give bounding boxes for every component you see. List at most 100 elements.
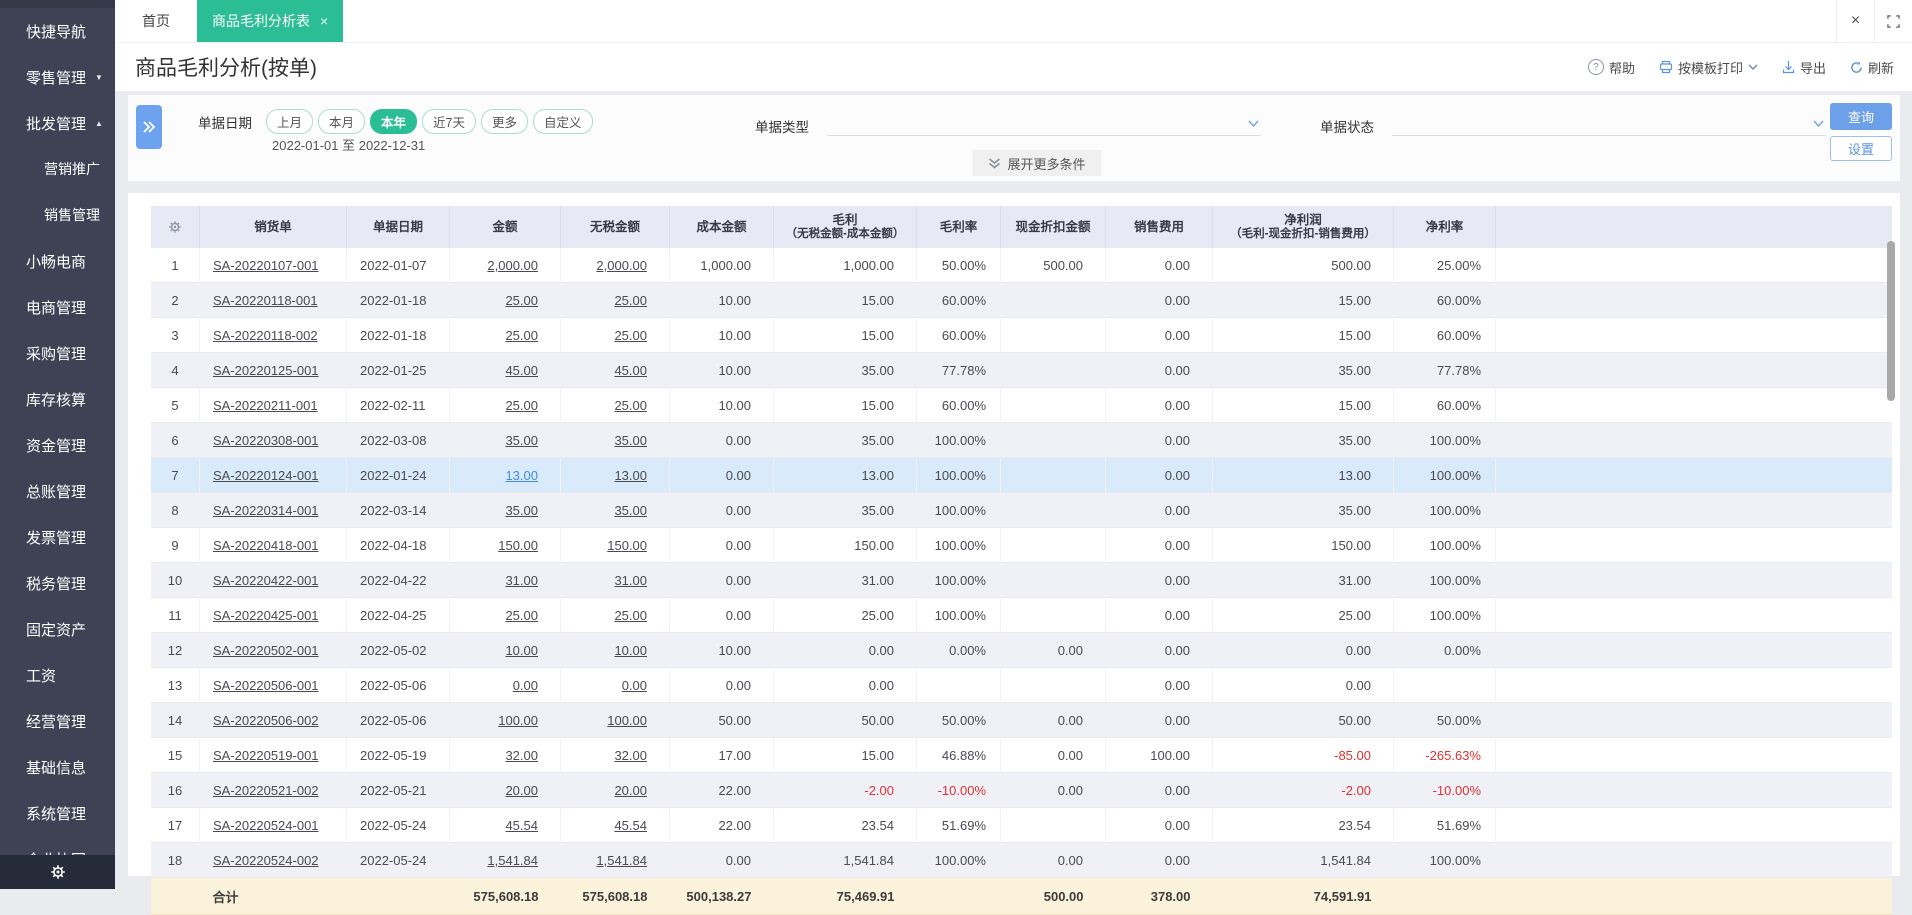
cell-tax_free[interactable]: 25.00 <box>560 387 670 423</box>
sidebar-item[interactable]: 资金管理 <box>0 422 115 468</box>
cell-tax_free[interactable]: 13.00 <box>560 457 670 493</box>
sidebar-item[interactable]: 营销推广 <box>0 146 115 192</box>
doc-link[interactable]: SA-20220118-002 <box>213 327 318 343</box>
doc-link[interactable]: SA-20220308-001 <box>213 432 319 448</box>
cell-amount[interactable]: 20.00 <box>449 772 561 808</box>
cell-amount[interactable]: 2,000.00 <box>449 248 561 283</box>
doc-link[interactable]: SA-20220425-001 <box>213 607 319 623</box>
cell-doc[interactable]: SA-20220502-001 <box>199 632 347 668</box>
sidebar-item[interactable]: 电商管理 <box>0 284 115 330</box>
cell-amount[interactable]: 25.00 <box>449 282 561 318</box>
doc-link[interactable]: SA-20220524-001 <box>213 817 319 833</box>
doc-link[interactable]: SA-20220107-001 <box>213 257 319 273</box>
doc-link[interactable]: SA-20220125-001 <box>213 362 319 378</box>
doc-link[interactable]: SA-20220211-001 <box>213 397 318 413</box>
cell-tax_free[interactable]: 25.00 <box>560 597 670 633</box>
cell-doc[interactable]: SA-20220524-001 <box>199 807 347 843</box>
fullscreen-icon[interactable] <box>1874 0 1912 42</box>
cell-amount[interactable]: 150.00 <box>449 527 561 563</box>
cell-tax_free[interactable]: 25.00 <box>560 282 670 318</box>
doc-link[interactable]: SA-20220519-001 <box>213 747 319 763</box>
cell-tax_free[interactable]: 0.00 <box>560 667 670 703</box>
date-pill[interactable]: 近7天 <box>422 109 476 134</box>
doc-type-select[interactable] <box>827 115 1261 136</box>
cell-amount[interactable]: 13.00 <box>449 457 561 493</box>
sidebar-item[interactable]: 发票管理 <box>0 514 115 560</box>
date-pill[interactable]: 本月 <box>318 109 366 134</box>
date-pill[interactable]: 本年 <box>370 109 418 134</box>
cell-tax_free[interactable]: 20.00 <box>560 772 670 808</box>
cell-doc[interactable]: SA-20220124-001 <box>199 457 347 493</box>
cell-doc[interactable]: SA-20220118-001 <box>199 282 347 318</box>
doc-link[interactable]: SA-20220502-001 <box>213 642 319 658</box>
tab-home[interactable]: 首页 <box>115 0 197 42</box>
sidebar-item[interactable]: 工资 <box>0 652 115 698</box>
cell-doc[interactable]: SA-20220118-002 <box>199 317 347 353</box>
cell-doc[interactable]: SA-20220107-001 <box>199 248 347 283</box>
cell-tax_free[interactable]: 45.54 <box>560 807 670 843</box>
cell-doc[interactable]: SA-20220506-002 <box>199 702 347 738</box>
sidebar-item[interactable]: 经营管理 <box>0 698 115 744</box>
cell-amount[interactable]: 25.00 <box>449 597 561 633</box>
column-settings-button[interactable] <box>151 206 200 248</box>
cell-doc[interactable]: SA-20220521-002 <box>199 772 347 808</box>
cell-amount[interactable]: 10.00 <box>449 632 561 668</box>
cell-doc[interactable]: SA-20220418-001 <box>199 527 347 563</box>
cell-tax_free[interactable]: 31.00 <box>560 562 670 598</box>
cell-doc[interactable]: SA-20220422-001 <box>199 562 347 598</box>
cell-amount[interactable]: 100.00 <box>449 702 561 738</box>
sidebar-item[interactable]: 系统管理 <box>0 790 115 836</box>
cell-amount[interactable]: 0.00 <box>449 667 561 703</box>
cell-amount[interactable]: 25.00 <box>449 387 561 423</box>
sidebar-settings-button[interactable] <box>0 855 115 889</box>
settings-button[interactable]: 设置 <box>1830 136 1892 161</box>
sidebar-item[interactable]: 采购管理 <box>0 330 115 376</box>
cell-tax_free[interactable]: 32.00 <box>560 737 670 773</box>
cell-amount[interactable]: 1,541.84 <box>449 842 561 878</box>
cell-amount[interactable]: 35.00 <box>449 422 561 458</box>
sidebar-item[interactable]: 基础信息 <box>0 744 115 790</box>
search-button[interactable]: 查询 <box>1830 103 1892 130</box>
doc-link[interactable]: SA-20220521-002 <box>213 782 319 798</box>
cell-amount[interactable]: 31.00 <box>449 562 561 598</box>
cell-tax_free[interactable]: 35.00 <box>560 492 670 528</box>
help-button[interactable]: ? 帮助 <box>1587 58 1635 77</box>
doc-link[interactable]: SA-20220506-001 <box>213 677 319 693</box>
doc-link[interactable]: SA-20220418-001 <box>213 537 319 553</box>
cell-doc[interactable]: SA-20220314-001 <box>199 492 347 528</box>
cell-tax_free[interactable]: 45.00 <box>560 352 670 388</box>
cell-doc[interactable]: SA-20220524-002 <box>199 842 347 878</box>
sidebar-item[interactable]: 库存核算 <box>0 376 115 422</box>
refresh-button[interactable]: 刷新 <box>1850 58 1894 77</box>
doc-link[interactable]: SA-20220506-002 <box>213 712 319 728</box>
cell-tax_free[interactable]: 10.00 <box>560 632 670 668</box>
doc-link[interactable]: SA-20220118-001 <box>213 292 318 308</box>
cell-doc[interactable]: SA-20220519-001 <box>199 737 347 773</box>
doc-link[interactable]: SA-20220314-001 <box>213 502 319 518</box>
cell-tax_free[interactable]: 35.00 <box>560 422 670 458</box>
sidebar-item[interactable]: 批发管理 ▲ <box>0 100 115 146</box>
export-button[interactable]: 导出 <box>1782 58 1826 77</box>
print-by-template-button[interactable]: 按模板打印 <box>1659 58 1758 77</box>
date-pill[interactable]: 更多 <box>481 109 529 134</box>
close-icon[interactable]: × <box>1836 0 1874 42</box>
cell-tax_free[interactable]: 100.00 <box>560 702 670 738</box>
doc-status-select[interactable] <box>1392 115 1826 136</box>
cell-amount[interactable]: 45.54 <box>449 807 561 843</box>
vertical-scrollbar[interactable] <box>1887 241 1895 401</box>
cell-amount[interactable]: 25.00 <box>449 317 561 353</box>
cell-amount[interactable]: 32.00 <box>449 737 561 773</box>
doc-link[interactable]: SA-20220422-001 <box>213 572 319 588</box>
collapse-filter-button[interactable] <box>136 105 162 149</box>
cell-doc[interactable]: SA-20220425-001 <box>199 597 347 633</box>
sidebar-item[interactable]: 税务管理 <box>0 560 115 606</box>
cell-tax_free[interactable]: 150.00 <box>560 527 670 563</box>
cell-doc[interactable]: SA-20220308-001 <box>199 422 347 458</box>
cell-amount[interactable]: 45.00 <box>449 352 561 388</box>
cell-amount[interactable]: 35.00 <box>449 492 561 528</box>
sidebar-item[interactable]: 总账管理 <box>0 468 115 514</box>
expand-more-button[interactable]: 展开更多条件 <box>972 150 1102 176</box>
sidebar-item[interactable]: 固定资产 <box>0 606 115 652</box>
date-pill[interactable]: 自定义 <box>533 109 593 134</box>
cell-tax_free[interactable]: 25.00 <box>560 317 670 353</box>
